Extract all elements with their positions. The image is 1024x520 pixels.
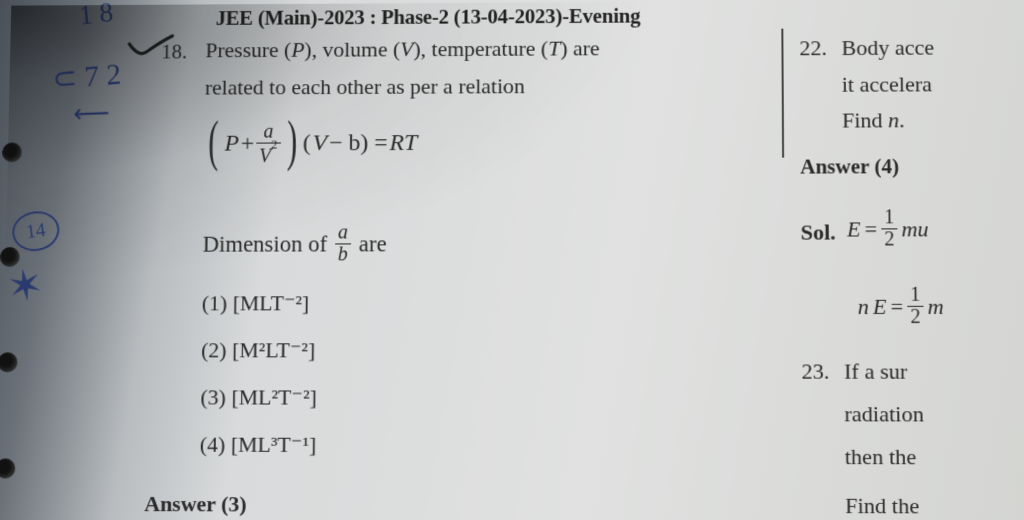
- q18-line1: Pressure (P), volume (V), temperature (T…: [205, 36, 599, 64]
- q23-line1: If a sur: [844, 358, 907, 384]
- fraction-half: 1 2: [881, 207, 898, 250]
- q22-line3: Find n.: [842, 107, 905, 133]
- text: ), volume (: [304, 37, 400, 62]
- numerator: 1: [881, 207, 897, 228]
- equals: =: [864, 216, 877, 242]
- plus: +: [241, 131, 255, 158]
- option-4: (4) [ML³T⁻¹]: [200, 432, 317, 458]
- var-n: n: [888, 107, 899, 132]
- solution-expression: E = 1 2 mu: [847, 207, 929, 250]
- q18-line2: related to each other as per a relation: [205, 73, 525, 100]
- denominator: V2: [256, 143, 281, 167]
- numerator: 1: [907, 285, 923, 306]
- var-P: P: [224, 131, 239, 158]
- rparen-icon: ): [286, 120, 297, 164]
- q18-equation: ( P + a V2 ) (V − b) = RT: [204, 121, 418, 167]
- handwriting-mid: ⊂ 7 2: [52, 57, 122, 96]
- denominator: 2: [881, 228, 897, 250]
- var-T: T: [548, 36, 560, 61]
- var-m: m: [927, 293, 943, 319]
- var-P: P: [291, 37, 304, 62]
- q22-number: 22.: [799, 35, 827, 61]
- option-2: (2) [M²LT⁻²]: [201, 337, 317, 363]
- q18-dimension-line: Dimension of a b are: [202, 222, 386, 265]
- column-divider: [781, 29, 783, 158]
- text: − b) =: [329, 131, 388, 158]
- option-1: (1) [MLT⁻²]: [202, 290, 318, 316]
- var-n: n: [858, 293, 869, 319]
- lparen-icon: (: [208, 120, 219, 164]
- equals: =: [890, 293, 903, 319]
- var-V: V: [400, 37, 413, 62]
- fraction-half: 1 2: [907, 285, 924, 328]
- q22-answer: Answer (4): [800, 154, 899, 179]
- q23-line3: then the: [845, 444, 917, 471]
- handwriting-arrow: ⟵: [73, 98, 110, 129]
- fraction-a-over-V2: a V2: [256, 122, 281, 167]
- period: .: [899, 107, 905, 132]
- q18-number: 18.: [161, 40, 187, 65]
- lparen: (: [303, 131, 311, 158]
- text: Dimension of: [203, 231, 328, 257]
- solution-label: Sol.: [801, 219, 836, 245]
- text: ), temperature (: [413, 36, 548, 61]
- var-mu: mu: [901, 216, 928, 242]
- var-E: E: [873, 293, 887, 319]
- q23-find: Find the: [845, 493, 919, 520]
- nE-expression: nE = 1 2 m: [858, 285, 944, 328]
- denominator: 2: [907, 306, 923, 328]
- denominator: b: [335, 243, 351, 265]
- exam-header: JEE (Main)-2023 : Phase-2 (13-04-2023)-E…: [216, 4, 641, 31]
- numerator: a: [335, 223, 351, 244]
- q22-line1: Body acce: [841, 35, 934, 61]
- q18-options: (1) [MLT⁻²] (2) [M²LT⁻²] (3) [ML²T⁻²] (4…: [199, 290, 318, 479]
- option-3: (3) [ML²T⁻²]: [200, 384, 317, 410]
- text: are: [359, 231, 387, 257]
- fraction-a-over-b: a b: [335, 223, 351, 266]
- text: ) are: [560, 36, 599, 61]
- var-V: V: [259, 145, 271, 167]
- q18-answer: Answer (3): [144, 491, 247, 518]
- q23-line2: radiation: [844, 401, 924, 428]
- handwriting-mark-icon: ✶: [4, 258, 47, 314]
- var-V: V: [313, 131, 328, 158]
- q22-line2: it accelera: [842, 71, 932, 97]
- handwriting-top: 1 8: [78, 0, 115, 32]
- scanned-page: JEE (Main)-2023 : Phase-2 (13-04-2023)-E…: [0, 0, 1024, 520]
- var-RT: RT: [389, 130, 417, 157]
- q23-number: 23.: [801, 358, 829, 384]
- text: Find: [842, 107, 888, 132]
- text: Pressure (: [205, 37, 291, 62]
- var-E: E: [847, 216, 861, 242]
